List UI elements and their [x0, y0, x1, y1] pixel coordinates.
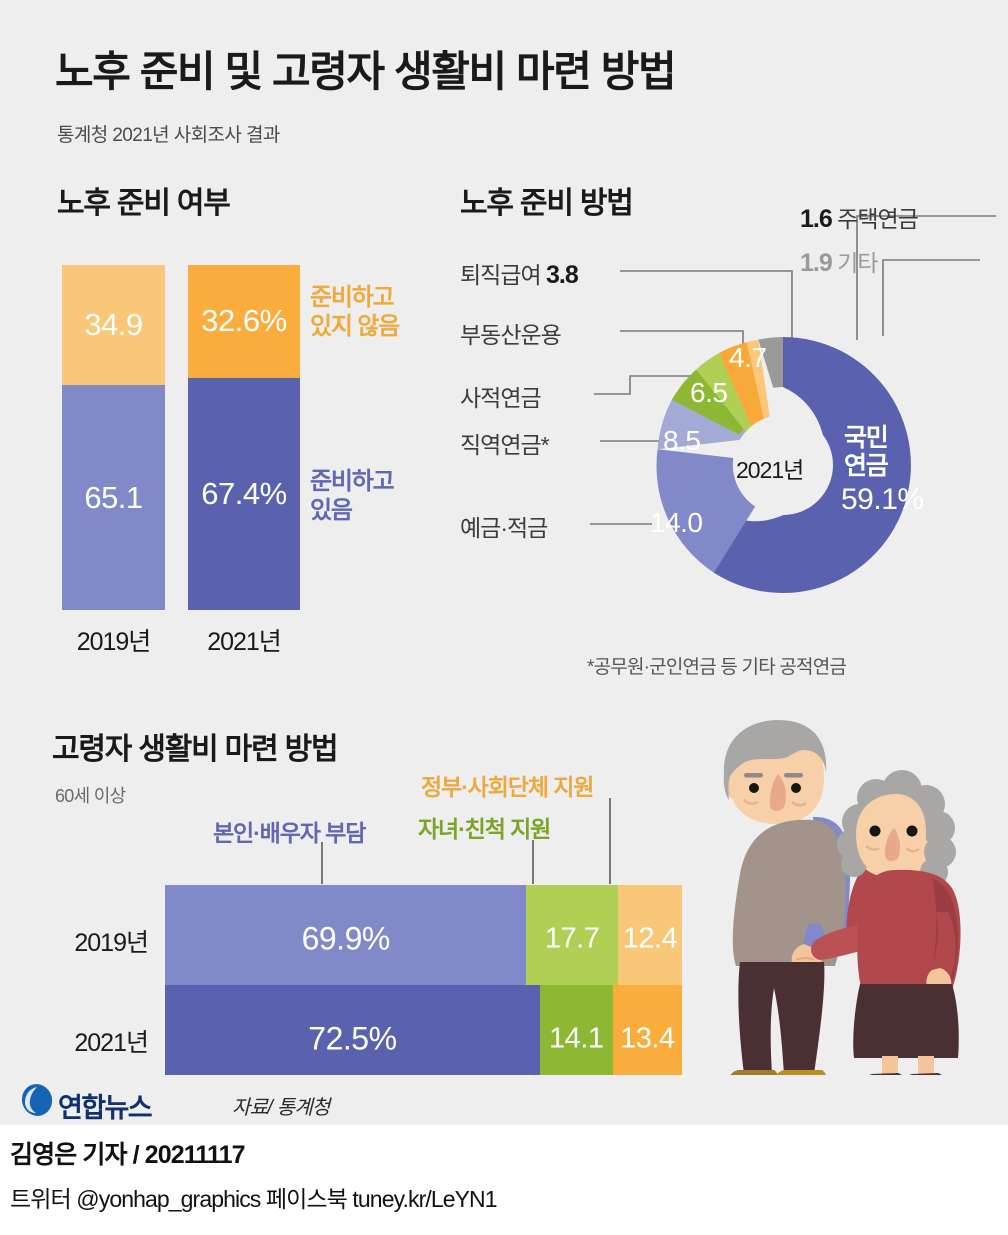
slice-private-pension [671, 369, 749, 435]
section-a-title: 노후 준비 여부 [57, 187, 231, 220]
slice-real-estate [696, 353, 759, 437]
elderly-couple-illustration [723, 720, 982, 1101]
slice-savings [656, 449, 756, 573]
donut-main-name: 국민 연금 [844, 424, 889, 480]
hbar-2019-self-value: 69.9% [301, 920, 391, 957]
legend-children-support: 자녀·친척 지원 [418, 816, 551, 842]
hbar-2019: 69.9% 17.7 12.4 [165, 885, 682, 993]
bar-2019-preparing-value: 65.1 [84, 479, 143, 515]
y-label-2019: 2019년 [74, 929, 149, 957]
bar-2021-preparing-value: 67.4% [201, 475, 287, 511]
donut-label-savings: 예금·적금 [460, 515, 548, 541]
slice-national-pension [713, 337, 911, 593]
slice-value-savings: 14.0 [650, 507, 703, 538]
chart-elderly-living-cost: 고령자 생활비 마련 방법 60세 이상 정부·사회단체 지원 자녀·친척 지원… [0, 710, 720, 1093]
donut-main-value: 59.1% [841, 483, 924, 516]
leader-other [882, 259, 980, 336]
leader-severance [620, 270, 793, 342]
slice-severance-pay [718, 342, 769, 441]
slice-other [758, 337, 783, 388]
bar-2019-not-preparing-value: 34.9 [84, 307, 143, 343]
bar-2021-not-preparing-value: 32.6% [201, 303, 287, 339]
hbar-2019-gov-value: 12.4 [622, 922, 678, 955]
leader-legend-gov [609, 798, 611, 884]
hbar-2021-self-value: 72.5% [308, 1020, 397, 1057]
donut-label-housing-pension-value: 1.6 [800, 205, 833, 233]
legend-self-support: 본인·배우자 부담 [213, 820, 366, 846]
infographic-canvas: 노후 준비 및 고령자 생활비 마련 방법 통계청 2021년 사회조사 결과 … [0, 0, 1008, 1127]
donut-footnote: *공무원·군인연금 등 기타 공적연금 [587, 657, 847, 678]
donut-hole [733, 415, 833, 515]
donut-label-housing-pension-text: 주택연금 [837, 206, 919, 232]
hbar-2019-self: 69.9% [165, 885, 527, 993]
elderly-man [723, 720, 851, 1089]
donut-leader-lines [590, 215, 996, 525]
bar-2021-not-preparing: 32.6% [188, 265, 300, 378]
x-label-2019: 2019년 [76, 628, 152, 656]
chart-retirement-preparation: 노후 준비 여부 34.9 65.1 32.6% 67.4% 2019년 202… [0, 0, 460, 700]
footer-logo-bar [0, 1075, 1008, 1125]
chart-preparation-method: 노후 준비 방법 [440, 170, 1008, 690]
credit-social: 트위터 @yonhap_graphics 페이스북 tuney.kr/LeYN1 [10, 1186, 498, 1212]
donut-label-private-pension: 사적연금 [460, 385, 542, 411]
legend-preparing: 준비하고 있음 [310, 467, 395, 526]
slice-value-real-estate: 4.7 [729, 342, 767, 373]
donut-label-occupational: 직역연금* [460, 432, 550, 458]
yonhap-logo-text: 연합뉴스 [58, 1093, 153, 1123]
hbar-2019-gov: 12.4 [617, 885, 682, 993]
donut-label-severance: 퇴직급여 3.8 [460, 256, 579, 290]
elderly-woman [811, 770, 961, 1091]
donut-svg [590, 215, 996, 593]
section-c-note: 60세 이상 [55, 786, 126, 806]
donut-label-other: 1.9 기타 [800, 244, 878, 278]
legend-preparing-line2: 있음 [310, 497, 353, 525]
bar-2019-preparing: 65.1 [62, 385, 165, 610]
slice-value-private-pension: 6.5 [690, 377, 728, 408]
hbar-2021-gov-value: 13.4 [620, 1022, 675, 1055]
leader-housing-pension [856, 215, 996, 340]
leader-legend-children [532, 840, 534, 884]
hbar-2021-children-value: 14.1 [549, 1022, 604, 1055]
legend-gov-support: 정부·사회단체 지원 [421, 774, 594, 800]
donut-label-severance-text: 퇴직급여 [460, 262, 542, 288]
bar-2021: 32.6% 67.4% [188, 265, 300, 610]
legend-preparing-line1: 준비하고 [310, 468, 395, 495]
leader-private-pension [594, 375, 691, 395]
slice-housing-pension [746, 339, 773, 439]
donut-label-severance-value: 3.8 [546, 261, 579, 289]
legend-not-preparing-line1: 준비하고 [310, 284, 395, 311]
legend-not-preparing-line2: 있지 않음 [310, 313, 400, 341]
legend-not-preparing: 준비하고 있지 않음 [310, 283, 400, 342]
donut-label-realestate: 부동산운용 [460, 322, 562, 348]
donut-label-other-text: 기타 [837, 250, 878, 276]
section-c-title: 고령자 생활비 마련 방법 [52, 733, 339, 766]
hbar-2019-children-value: 17.7 [544, 922, 600, 955]
yonhap-logo-icon [21, 1084, 53, 1116]
leader-legend-self [321, 842, 323, 884]
donut-label-other-value: 1.9 [800, 249, 833, 277]
bar-2019-not-preparing: 34.9 [62, 265, 165, 386]
page-title: 노후 준비 및 고령자 생활비 마련 방법 [55, 48, 677, 95]
credits-area [0, 1125, 1008, 1235]
donut-main-name-line2: 연금 [844, 452, 889, 480]
source-text: 자료/ 통계청 [232, 1097, 330, 1119]
bar-2021-preparing: 67.4% [188, 377, 300, 610]
y-label-2021: 2021년 [74, 1029, 149, 1057]
hbar-2019-children: 17.7 [526, 885, 618, 993]
section-b-title: 노후 준비 방법 [460, 187, 634, 220]
x-label-2021: 2021년 [207, 628, 282, 656]
bar-2019: 34.9 65.1 [62, 265, 165, 610]
slice-value-occupational: 8.5 [663, 425, 701, 456]
page-subtitle: 통계청 2021년 사회조사 결과 [57, 125, 280, 146]
donut-main-name-line1: 국민 [844, 424, 889, 452]
donut-label-housing-pension: 1.6 주택연금 [800, 200, 919, 234]
credit-reporter: 김영은 기자 / 20211117 [10, 1141, 245, 1169]
donut-center-label: 2021년 [736, 457, 804, 483]
